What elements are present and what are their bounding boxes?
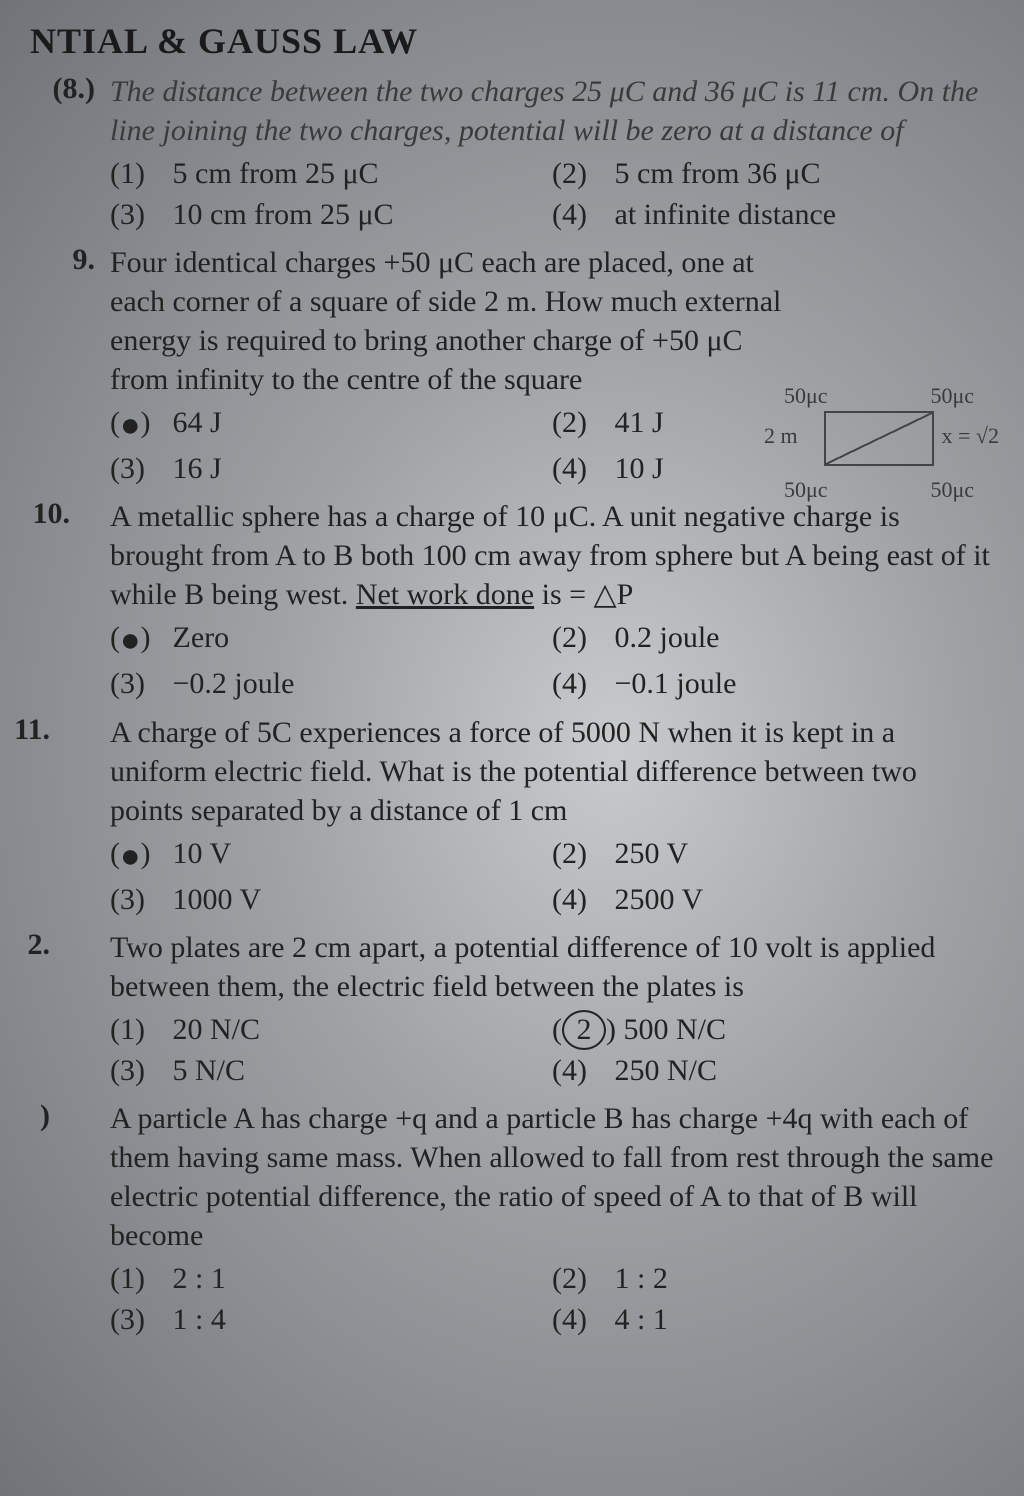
option-4: (4) −0.1 joule: [552, 664, 994, 705]
option-3: (3) 1 : 4: [110, 1300, 552, 1341]
option-1: (●) 10 V: [110, 834, 552, 880]
options: (●) 10 V (2) 250 V (3) 1000 V (4) 2500 V: [110, 834, 994, 920]
option-2: (2) 250 V: [552, 834, 994, 880]
option-4: (4) 4 : 1: [552, 1300, 994, 1341]
question-9: 9. Four identical charges +50 μC each ar…: [20, 243, 994, 489]
page: NTIAL & GAUSS LAW (8.) The distance betw…: [0, 0, 1024, 1496]
question-12: 2. Two plates are 2 cm apart, a potentia…: [20, 928, 994, 1091]
option-2: (2) 5 cm from 36 μC: [552, 154, 994, 195]
option-1: (1) 20 N/C: [110, 1010, 552, 1051]
handwritten-diagram: 50μc 50μc 2 m x = √2 50μc 50μc: [784, 383, 974, 503]
square-icon: [824, 411, 934, 466]
question-stem: Two plates are 2 cm apart, a potential d…: [110, 928, 994, 1006]
question-number: (8.): [40, 72, 95, 106]
option-3: (3) 1000 V: [110, 880, 552, 921]
option-1: (1) 2 : 1: [110, 1259, 552, 1300]
options: (1) 5 cm from 25 μC (2) 5 cm from 36 μC …: [110, 154, 994, 235]
question-number: 2.: [0, 928, 50, 962]
question-stem: The distance between the two charges 25 …: [110, 72, 994, 150]
question-number: 10.: [15, 497, 70, 531]
question-11: 11. A charge of 5C experiences a force o…: [20, 713, 994, 920]
option-4: (4) at infinite distance: [552, 195, 994, 236]
option-3: (3) 16 J: [110, 449, 552, 490]
question-13: ) A particle A has charge +q and a parti…: [20, 1099, 994, 1340]
options: (●) Zero (2) 0.2 joule (3) −0.2 joule (4…: [110, 618, 994, 704]
question-stem: A metallic sphere has a charge of 10 μC.…: [110, 497, 994, 614]
question-8: (8.) The distance between the two charge…: [20, 72, 994, 235]
option-1: (●) Zero: [110, 618, 552, 664]
option-1: (●) 64 J: [110, 403, 552, 449]
question-number: ): [0, 1099, 50, 1133]
question-10: 10. A metallic sphere has a charge of 10…: [20, 497, 994, 704]
options: (1) 2 : 1 (2) 1 : 2 (3) 1 : 4 (4) 4 : 1: [110, 1259, 994, 1340]
question-number: 9.: [40, 243, 95, 277]
option-2: (2) 500 N/C: [552, 1010, 994, 1051]
question-stem: Four identical charges +50 μC each are p…: [110, 243, 794, 399]
option-3: (3) 10 cm from 25 μC: [110, 195, 552, 236]
question-stem: A charge of 5C experiences a force of 50…: [110, 713, 994, 830]
section-header: NTIAL & GAUSS LAW: [20, 20, 994, 62]
option-2: (2) 0.2 joule: [552, 618, 994, 664]
option-3: (3) −0.2 joule: [110, 664, 552, 705]
option-4: (4) 2500 V: [552, 880, 994, 921]
question-stem: A particle A has charge +q and a particl…: [110, 1099, 994, 1255]
question-number: 11.: [0, 713, 50, 747]
option-3: (3) 5 N/C: [110, 1051, 552, 1092]
options: (1) 20 N/C (2) 500 N/C (3) 5 N/C (4) 250…: [110, 1010, 994, 1091]
option-1: (1) 5 cm from 25 μC: [110, 154, 552, 195]
option-2: (2) 1 : 2: [552, 1259, 994, 1300]
option-4: (4) 250 N/C: [552, 1051, 994, 1092]
